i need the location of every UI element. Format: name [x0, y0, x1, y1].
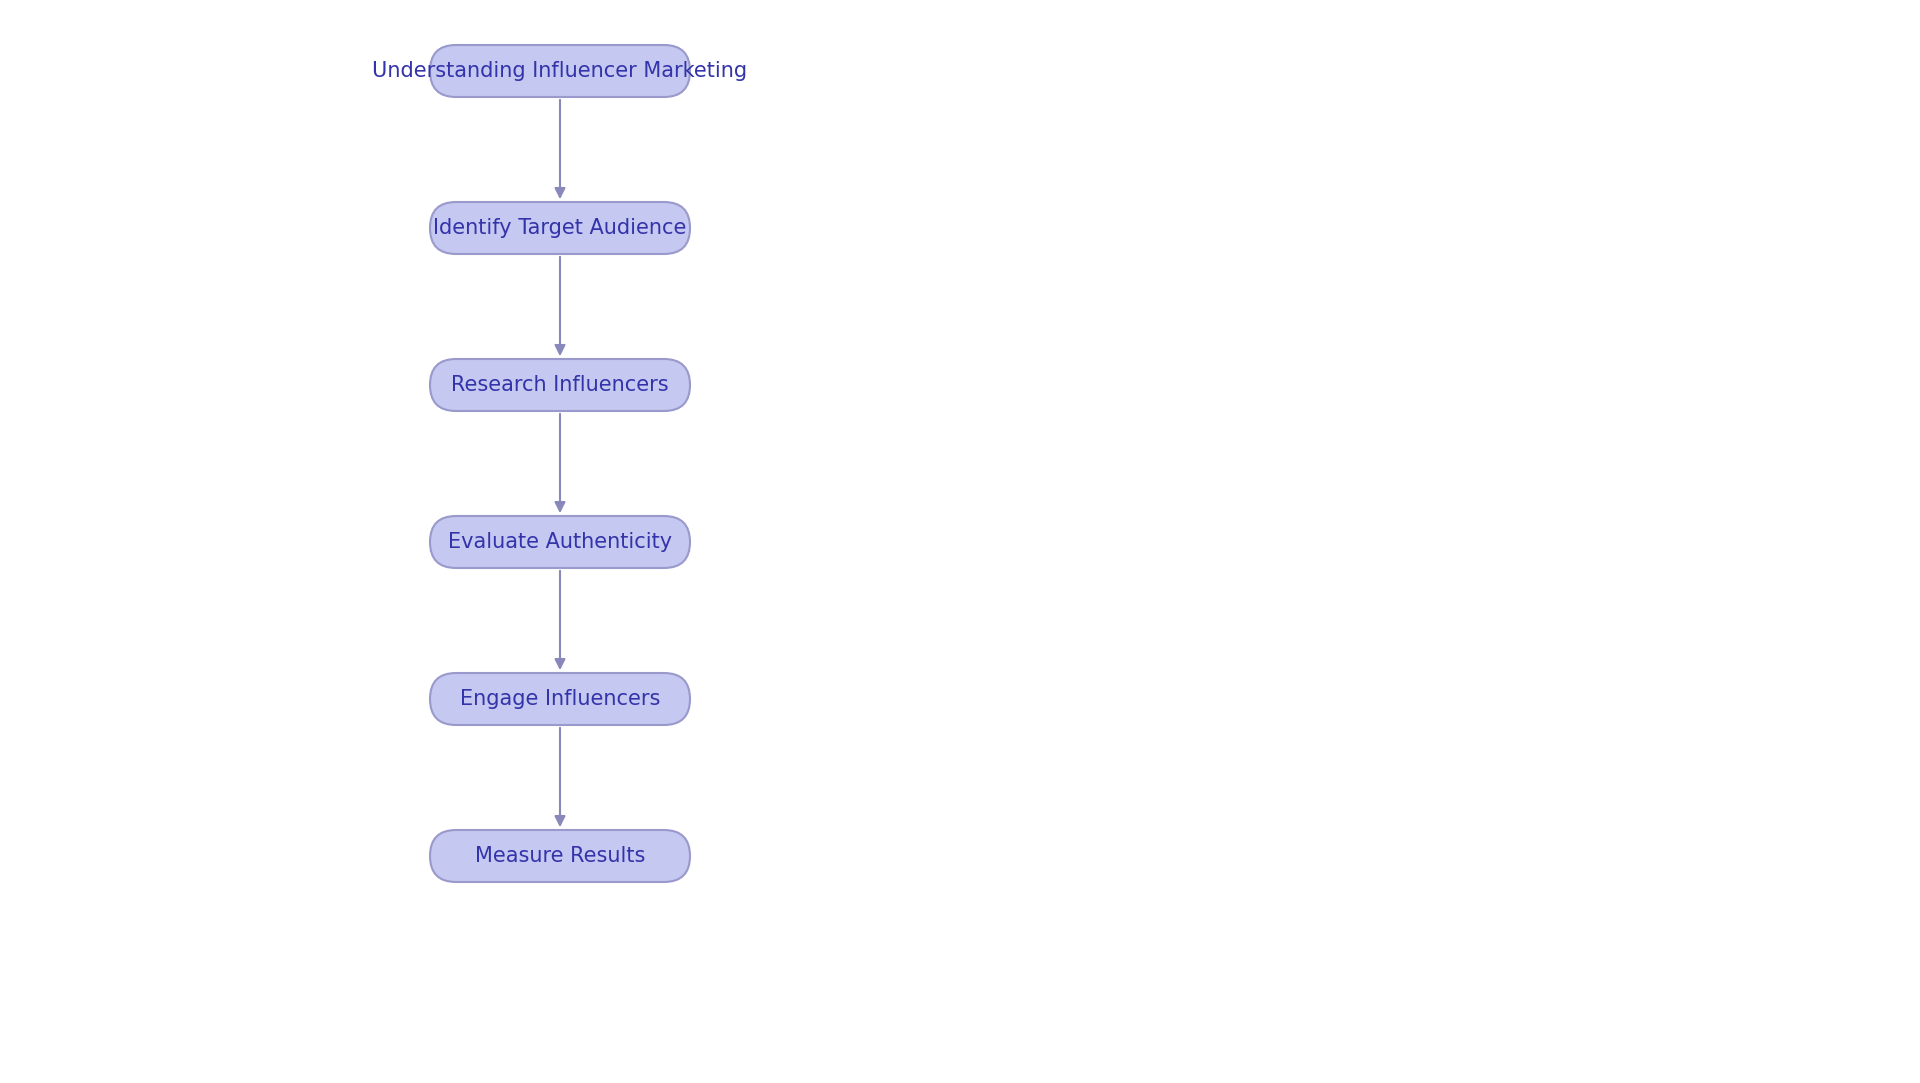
FancyBboxPatch shape	[430, 358, 689, 412]
Text: Measure Results: Measure Results	[474, 846, 645, 866]
Text: Research Influencers: Research Influencers	[451, 375, 668, 395]
FancyBboxPatch shape	[430, 516, 689, 567]
Text: Evaluate Authenticity: Evaluate Authenticity	[447, 532, 672, 552]
FancyBboxPatch shape	[430, 203, 689, 255]
Text: Engage Influencers: Engage Influencers	[459, 689, 660, 709]
Text: Identify Target Audience: Identify Target Audience	[434, 218, 687, 238]
FancyBboxPatch shape	[430, 45, 689, 97]
FancyBboxPatch shape	[430, 830, 689, 882]
FancyBboxPatch shape	[430, 673, 689, 725]
Text: Understanding Influencer Marketing: Understanding Influencer Marketing	[372, 61, 747, 81]
